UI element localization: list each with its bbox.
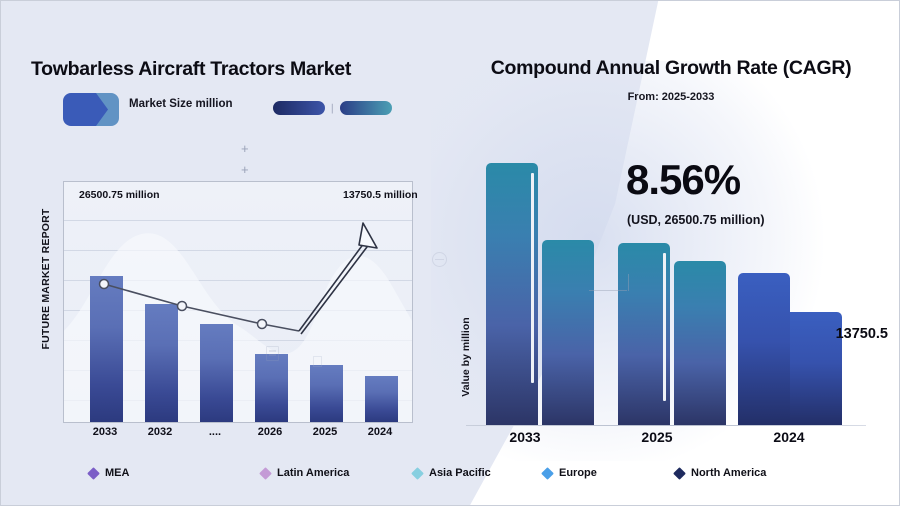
trend-line-overlay (98, 222, 378, 335)
legend-label-asia-pacific: Asia Pacific (429, 467, 491, 479)
cagr-bar-2025-upper (618, 242, 670, 425)
cagr-bar-2033-upper (486, 162, 538, 425)
x-tick-0: 2033 (92, 426, 118, 438)
market-size-chart (63, 181, 413, 423)
cagr-bar-2024-upper (738, 272, 790, 425)
legend-label-latin-america: Latin America (277, 467, 350, 479)
x-tick-1: 2032 (147, 426, 173, 438)
cagr-chart: 13750.5 (466, 141, 888, 426)
legend-dot-asia-pacific (411, 466, 424, 480)
legend-item-latin-america: Latin America (259, 466, 413, 480)
page-title: Towbarless Aircraft Tractors Market (31, 58, 352, 80)
cagr-bar-2025-lower (674, 260, 726, 425)
pill-legend-group: │ (273, 101, 392, 115)
left-chart-start-value-label: 26500.75 million (79, 189, 160, 201)
left-chart-x-axis: 2033 2032 .... 2026 2025 2024 (63, 426, 413, 446)
legend-dot-europe (541, 466, 554, 480)
growth-arrow-icon (298, 222, 378, 335)
left-chart-y-axis-label: FUTURE MARKET REPORT (40, 208, 52, 350)
bar-2024 (365, 376, 398, 422)
bar-2025 (310, 365, 343, 422)
legend-dot-mea (87, 466, 100, 480)
bar-2026 (255, 354, 288, 422)
legend-label-north-america: North America (691, 467, 767, 479)
cagr-bar-2024-lower (790, 311, 842, 425)
cagr-x-tick-2033: 2033 (509, 429, 541, 445)
legend-dot-latin-america (259, 466, 272, 480)
legend-item-europe: Europe (541, 466, 675, 480)
cagr-bar-2033-lower (542, 239, 594, 425)
x-tick-3: 2026 (257, 426, 283, 438)
plus-decoration-icon-2: + (241, 162, 249, 177)
x-tick-4: 2025 (312, 426, 338, 438)
future-market-report-logo-icon (63, 93, 125, 126)
bracket-watermark-icon (589, 273, 629, 291)
market-size-bar-group (64, 182, 412, 422)
plus-decoration-icon-1: + (241, 141, 249, 156)
small-watermark-icon (313, 356, 322, 367)
cagr-chart-baseline (466, 424, 866, 426)
cagr-x-tick-2024: 2024 (773, 429, 805, 445)
legend-label-mea: MEA (105, 467, 130, 479)
right-chart-x-axis: 2033 2025 2024 (466, 429, 886, 451)
left-panel: Towbarless Aircraft Tractors Market Mark… (1, 1, 456, 505)
bar-dots (200, 324, 233, 422)
legend-label-europe: Europe (559, 467, 597, 479)
legend-item-mea: MEA (87, 466, 261, 480)
cagr-title: Compound Annual Growth Rate (CAGR) (490, 57, 852, 79)
x-tick-5: 2024 (367, 426, 393, 438)
legend-dot-north-america (673, 466, 686, 480)
pill-swatch-primary (273, 101, 325, 115)
cagr-x-tick-2025: 2025 (641, 429, 673, 445)
cagr-period-subtitle: From: 2025-2033 (627, 91, 715, 103)
right-panel: Compound Annual Growth Rate (CAGR) From:… (441, 1, 899, 505)
pill-separator: │ (330, 103, 335, 113)
legend-item-north-america: North America (673, 466, 767, 480)
pill-swatch-secondary (340, 101, 392, 115)
region-legend: MEA Latin America Asia Pacific Europe No… (87, 466, 767, 480)
bar-2033 (90, 276, 123, 422)
market-size-caption: Market Size million (129, 98, 233, 110)
document-watermark-icon (266, 346, 279, 361)
bar-2032 (145, 304, 178, 422)
left-chart-end-value-label: 13750.5 million (343, 189, 418, 201)
cagr-bar-value-label: 13750.5 (835, 326, 888, 342)
legend-item-asia-pacific: Asia Pacific (411, 466, 543, 480)
x-tick-2: .... (208, 426, 222, 438)
